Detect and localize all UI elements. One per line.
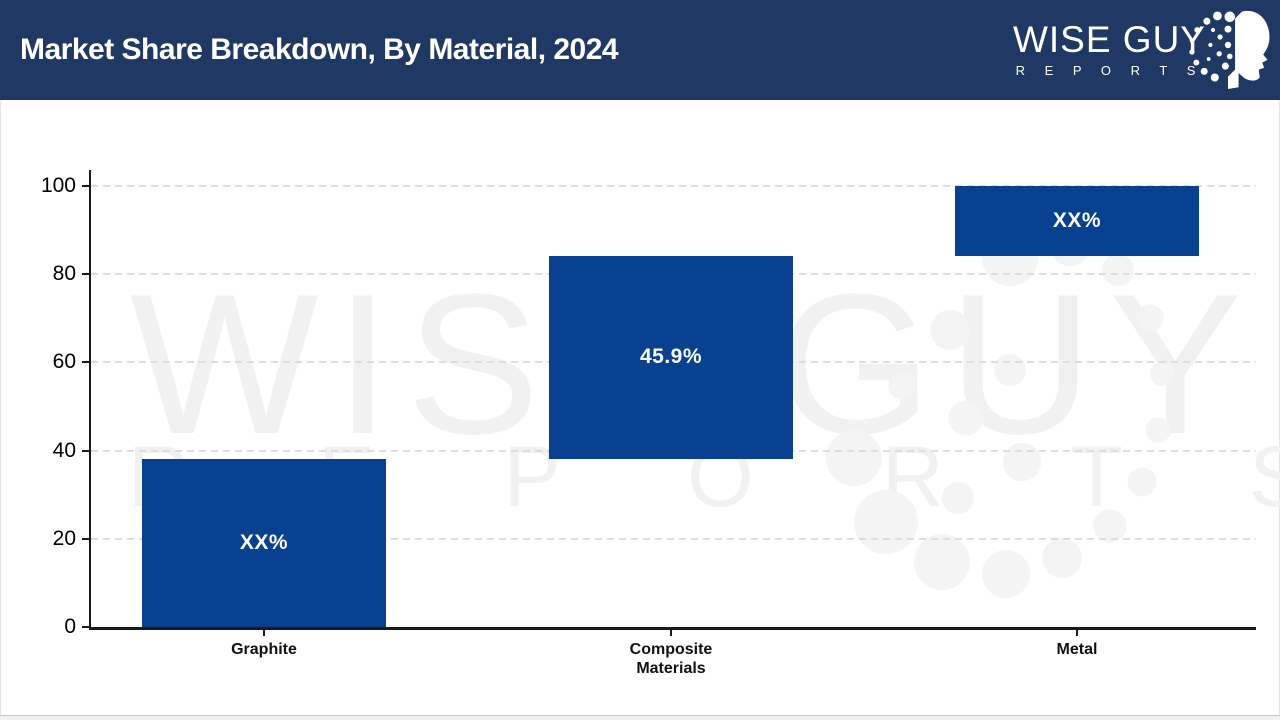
- bar-value-label: XX%: [1052, 209, 1102, 233]
- bar-metal: XX%: [955, 186, 1199, 257]
- x-axis-line: [89, 627, 1256, 630]
- y-tick-mark-20: [82, 537, 90, 540]
- gridline-100: [91, 185, 1256, 187]
- logo-text: WISE GUY R E P O R T S: [1013, 20, 1206, 80]
- gridline-20: [91, 537, 1256, 540]
- x-tick-mark-3: [1076, 630, 1078, 636]
- logo-head-icon: [1189, 10, 1270, 89]
- y-tick-label-20: 20: [52, 526, 76, 550]
- x-category-label-3: Metal: [1056, 641, 1098, 658]
- y-tick-mark-80: [82, 273, 90, 276]
- y-tick-label-0: 0: [64, 615, 76, 638]
- y-axis-line: [89, 170, 91, 630]
- wiseguy-logo: WISE GUY R E P O R T S: [1004, 6, 1272, 94]
- y-tick-mark-60: [82, 361, 90, 364]
- y-tick-mark-0: [82, 626, 90, 628]
- footer-strip: [0, 715, 1280, 720]
- header-bar: Market Share Breakdown, By Material, 202…: [0, 0, 1280, 100]
- chart-title: Market Share Breakdown, By Material, 202…: [20, 33, 619, 66]
- y-tick-label-60: 60: [52, 350, 76, 374]
- logo-wordmark: WISE GUY: [1012, 19, 1206, 60]
- bar-value-label: XX%: [239, 530, 289, 554]
- x-tick-mark-2: [670, 630, 672, 636]
- bar-value-label: 45.9%: [639, 345, 703, 369]
- logo-subtitle: R E P O R T S: [1015, 63, 1204, 78]
- y-tick-mark-100: [82, 185, 90, 187]
- y-tick-label-100: 100: [40, 174, 76, 197]
- bar-composite: 45.9%: [549, 256, 793, 459]
- x-tick-mark-1: [263, 630, 265, 636]
- bar-graphite: XX%: [142, 458, 386, 627]
- x-category-label-2: Composite Materials: [629, 641, 713, 677]
- left-edge-line: [0, 100, 1, 720]
- x-category-label-1: Graphite: [231, 641, 297, 658]
- y-tick-label-80: 80: [52, 262, 76, 286]
- y-tick-mark-40: [82, 449, 90, 452]
- y-tick-label-40: 40: [52, 438, 76, 462]
